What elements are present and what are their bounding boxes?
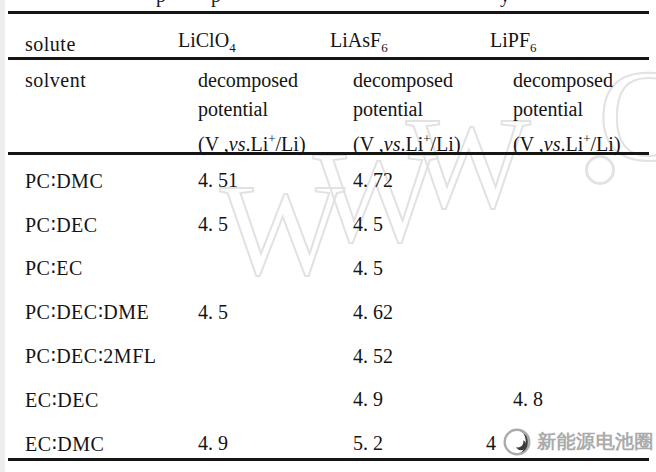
solvent-cell: PC∶DEC∶2MFL — [0, 344, 170, 368]
solute-header-label: solute — [0, 33, 170, 56]
unit-superscript: + — [583, 131, 590, 146]
value-cell: 4. 52 — [325, 345, 485, 368]
solute-name-lipf6: LiPF6 — [485, 29, 656, 56]
value-cell: 4. 5 — [325, 257, 485, 280]
value-cell: 4. 5 — [170, 213, 325, 236]
clipped-caption: p p y — [0, 0, 656, 7]
value-cell: 4. 5 — [325, 213, 485, 236]
table-row: PC∶DEC 4. 5 4. 5 — [0, 203, 656, 247]
table-header-row-solute: solute LiClO4 LiAsF6 LiPF6 — [0, 14, 656, 58]
solute-formula-subscript: 6 — [381, 40, 388, 55]
unit-line1: decomposed — [353, 69, 453, 91]
solvent-cell: PC∶DEC — [0, 213, 170, 237]
unit-line2: potential — [198, 98, 268, 120]
table-row: PC∶EC 4. 5 — [0, 247, 656, 291]
table-body: PC∶DMC 4. 51 4. 72 PC∶DEC 4. 5 4. 5 PC∶E… — [0, 159, 656, 466]
value-cell: 4. 51 — [170, 169, 325, 192]
unit-header-col-lipf6: decomposed potential (V ,vs.Li+/Li) — [485, 60, 656, 159]
table-row: PC∶DEC∶DME 4. 5 4. 62 — [0, 290, 656, 334]
caption-fragment: p — [211, 0, 221, 7]
unit-line2: potential — [513, 98, 583, 120]
caption-fragment: p — [156, 0, 166, 7]
solvent-cell: PC∶DMC — [0, 169, 170, 193]
unit-line1: decomposed — [513, 69, 613, 91]
value-cell: 4. 9 — [170, 432, 325, 455]
solvent-cell: EC∶DMC — [0, 432, 170, 456]
solute-formula: LiAsF — [330, 29, 381, 51]
solute-name-liasf6: LiAsF6 — [325, 29, 485, 56]
unit-superscript: + — [268, 131, 275, 146]
table-rule-under-header — [8, 152, 649, 155]
solvent-header-label: solvent — [0, 60, 170, 95]
solute-formula-subscript: 6 — [530, 40, 537, 55]
solute-formula: LiClO — [178, 29, 229, 51]
solvent-cell: PC∶DEC∶DME — [0, 300, 170, 324]
value-cell: 4. 5 — [170, 301, 325, 324]
table-rule-under-solute — [8, 57, 649, 60]
publisher-logo: 新能源电池圈 — [502, 427, 654, 457]
unit-line2: potential — [353, 98, 423, 120]
solute-formula-subscript: 4 — [229, 40, 236, 55]
publisher-logo-text: 新能源电池圈 — [537, 429, 654, 455]
value-cell: 4. 62 — [325, 301, 485, 324]
unit-header-col-liclo4: decomposed potential (V ,vs.Li+/Li) — [170, 60, 325, 159]
table-row: EC∶DEC 4. 9 4. 8 — [0, 378, 656, 422]
table-rule-top — [8, 11, 649, 14]
solvent-cell: EC∶DEC — [0, 388, 170, 412]
unit-line1: decomposed — [198, 69, 298, 91]
battery-circle-logo-icon — [502, 427, 532, 457]
value-cell: 4. 8 — [485, 388, 656, 411]
scanned-table-page: p p y W W W C solute LiClO4 LiAsF6 LiPF6… — [0, 0, 656, 472]
value-cell: 4. 72 — [325, 169, 485, 192]
value-cell: 5. 2 — [325, 432, 485, 455]
table-row: PC∶DMC 4. 51 4. 72 — [0, 159, 656, 203]
table-header-row-units: solvent decomposed potential (V ,vs.Li+/… — [0, 60, 656, 152]
solute-formula: LiPF — [490, 29, 530, 51]
table-row: PC∶DEC∶2MFL 4. 52 — [0, 334, 656, 378]
solvent-cell: PC∶EC — [0, 256, 170, 280]
value-cell: 4. 9 — [325, 388, 485, 411]
unit-header-col-liasf6: decomposed potential (V ,vs.Li+/Li) — [325, 60, 485, 159]
caption-fragment: y — [500, 0, 510, 7]
solute-name-liclo4: LiClO4 — [170, 29, 325, 56]
unit-superscript: + — [423, 131, 430, 146]
table-rule-bottom — [8, 458, 649, 461]
